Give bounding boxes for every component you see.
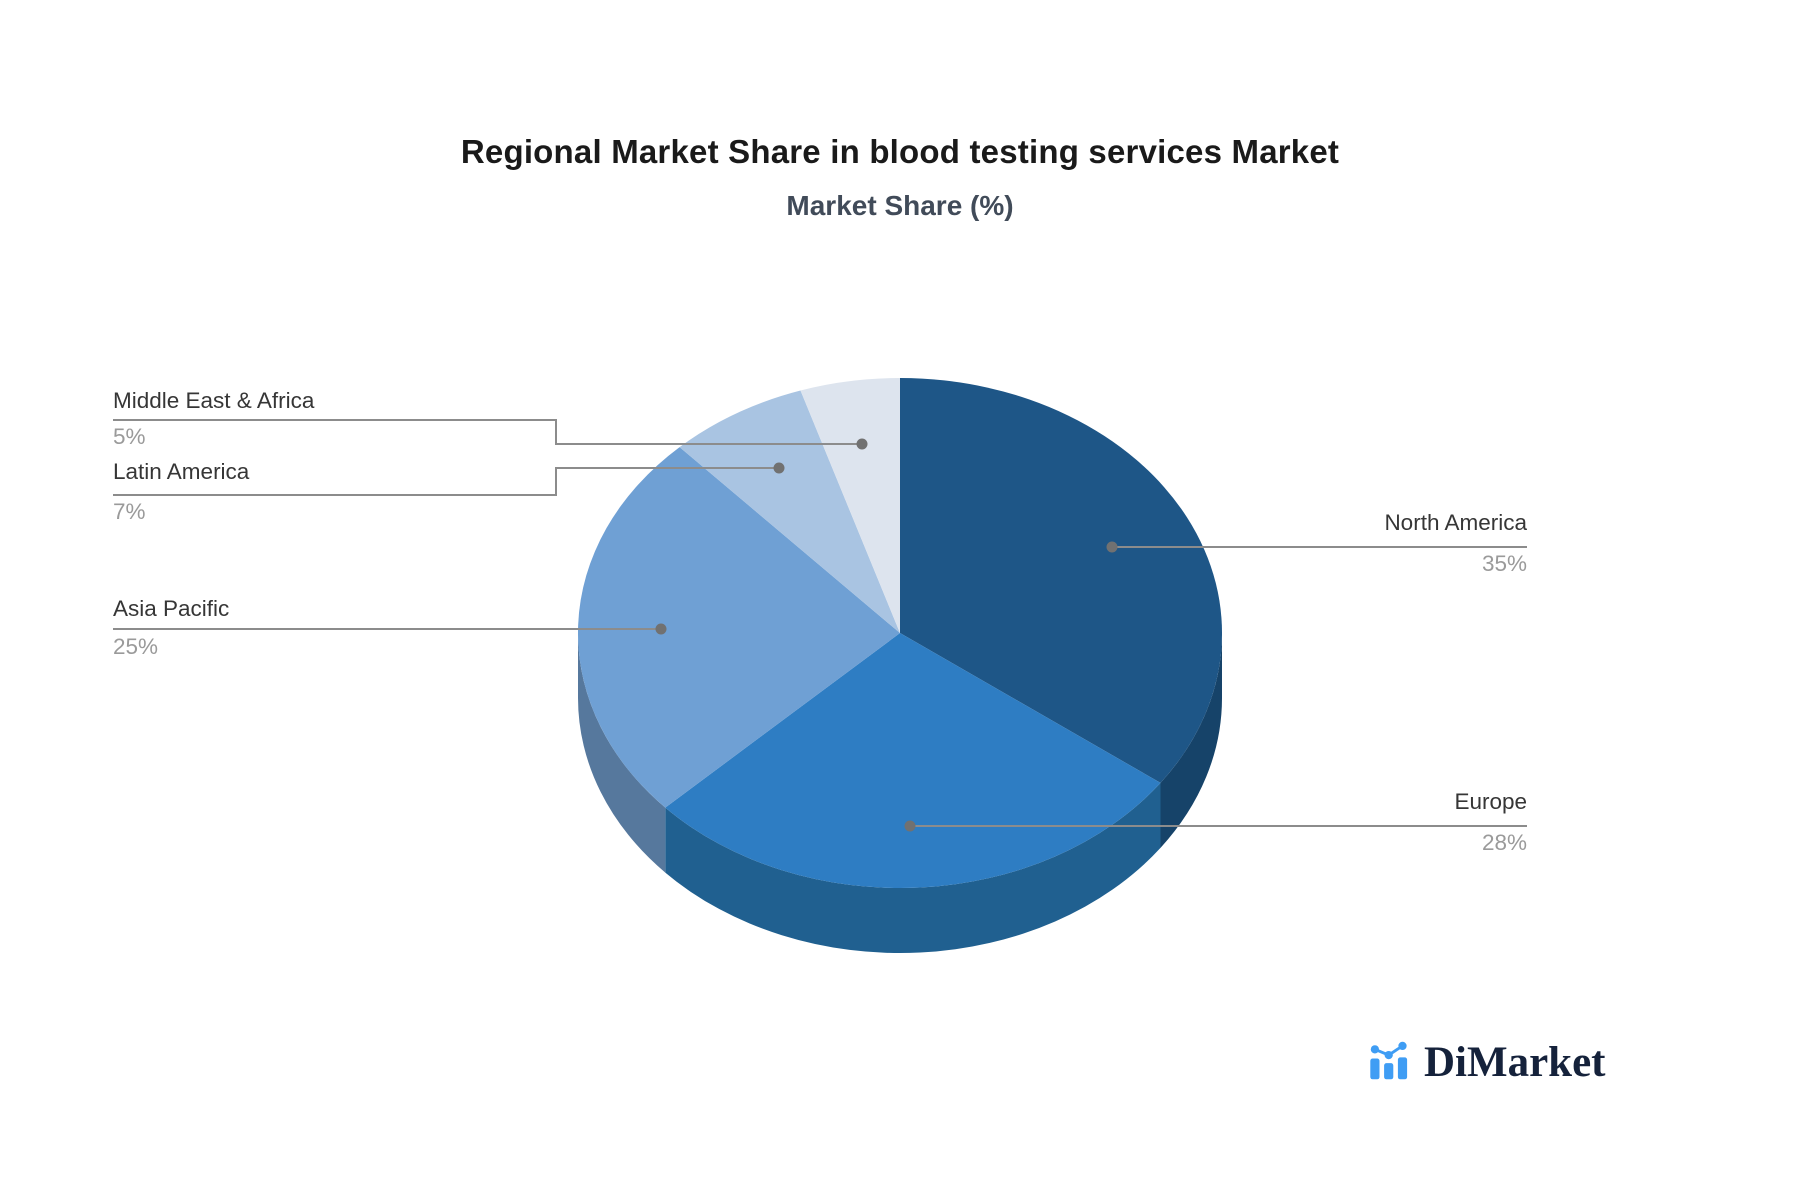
dot-north-america [1106,541,1118,553]
connector-latin-america [113,467,779,496]
dot-latin-america [773,462,785,474]
logo-text: DiMarket [1424,1038,1606,1086]
bar-line-chart-icon [1370,1041,1408,1080]
pct-europe: 28% [1481,830,1527,855]
label-latin-america: Latin America [113,459,250,484]
label-north-america: North America [1384,510,1527,535]
pct-latin-america: 7% [113,499,146,524]
chart-title: Regional Market Share in blood testing s… [460,133,1340,170]
callout-dots [655,438,1118,832]
pie-slice-north-america [900,378,1223,783]
dot-europe [904,820,916,832]
dimarket-logo: DiMarket [1368,1040,1606,1084]
pie-slice-middle-east-africa [800,378,900,633]
connector-middle-east-africa [113,419,862,445]
pie-side-europe [665,782,1161,954]
dot-middle-east-africa [856,438,868,450]
label-europe: Europe [1454,789,1527,814]
label-asia-pacific: Asia Pacific [113,596,230,621]
callout-connectors [113,419,1527,827]
pie-side-north-america [1160,633,1223,848]
pie-slice-asia-pacific [577,447,900,808]
pie-slice-europe [665,633,1161,889]
pct-middle-east-africa: 5% [113,424,146,449]
pie-side-asia-pacific [578,633,666,873]
pie-slice-latin-america [679,390,900,633]
dot-asia-pacific [655,623,667,635]
label-middle-east-africa: Middle East & Africa [113,388,315,413]
pct-asia-pacific: 25% [113,634,159,659]
pct-north-america: 35% [1481,551,1527,576]
chart-subtitle: Market Share (%) [786,190,1014,221]
pie-slices-group [577,378,1223,954]
